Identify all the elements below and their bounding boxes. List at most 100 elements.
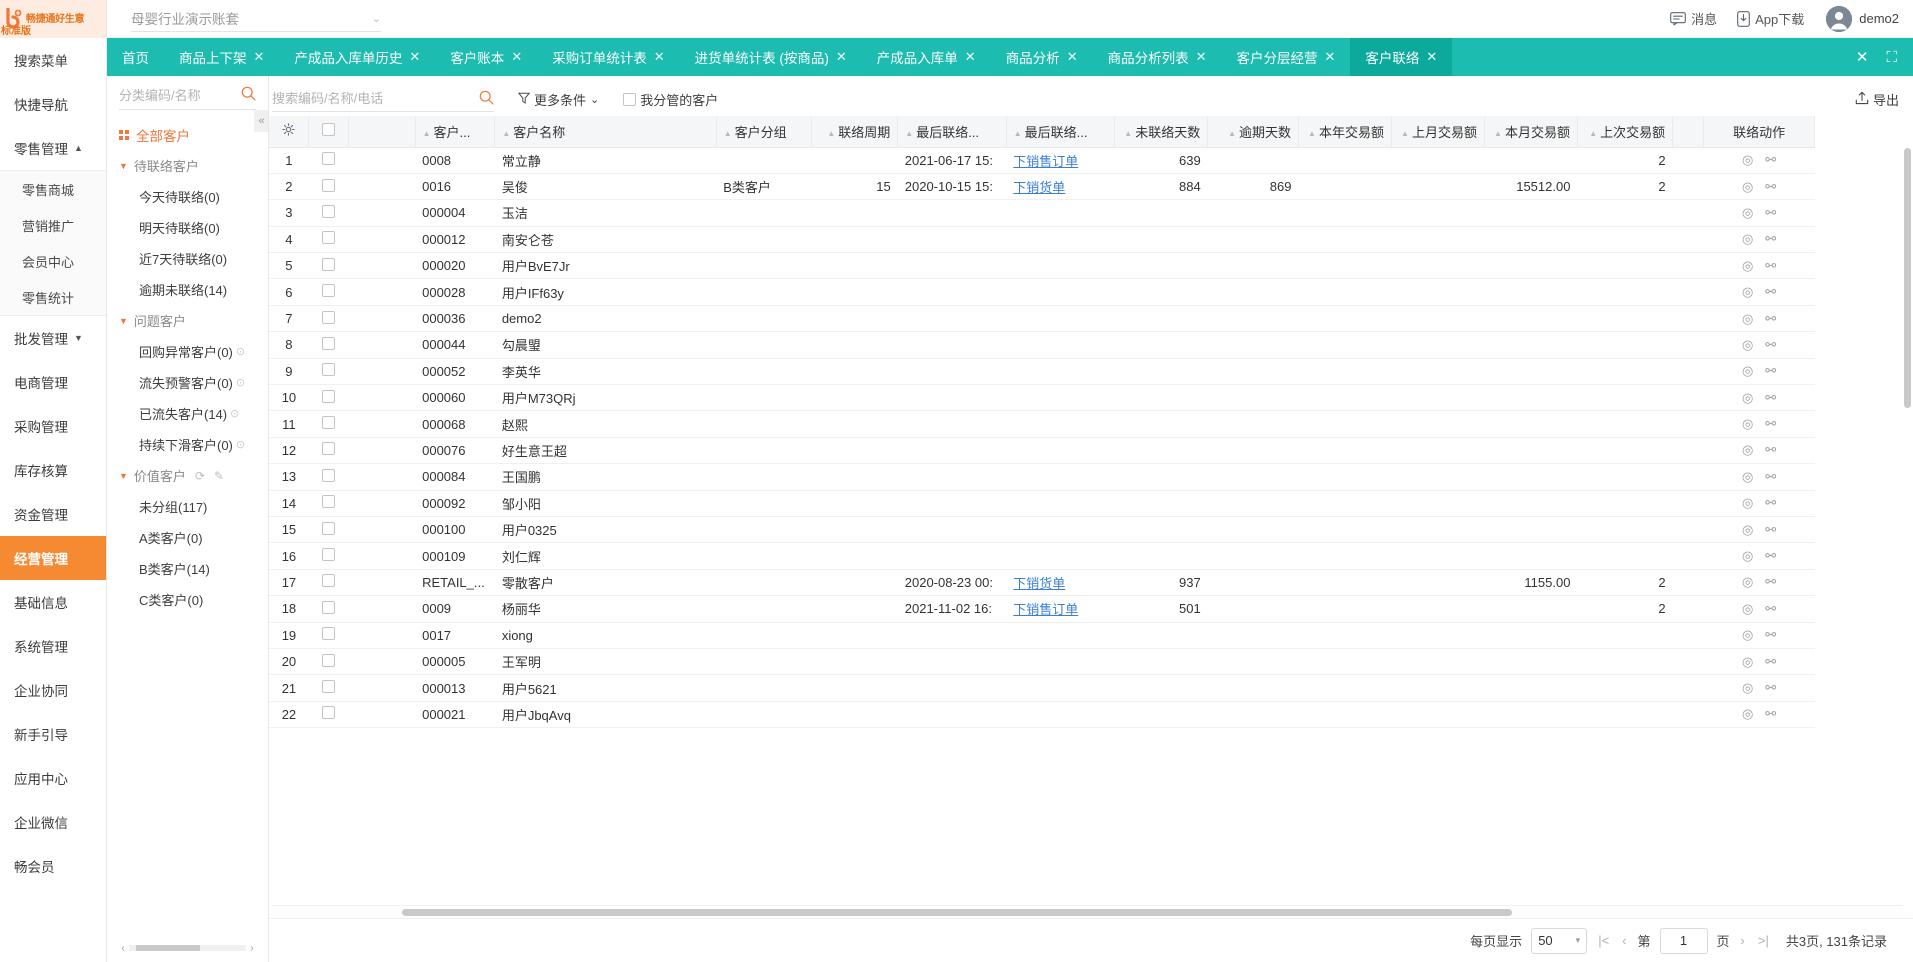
row-checkbox-cell[interactable] (308, 305, 349, 333)
sidebar-item-11[interactable]: 资金管理 (0, 492, 106, 536)
fullscreen-icon[interactable]: ⛶ (1886, 48, 1897, 66)
table-row[interactable]: 14 000092 邹小阳 ◎ ⚯ (269, 490, 1815, 517)
sidebar-item-14[interactable]: 系统管理 (0, 624, 106, 668)
column-header-tail[interactable] (1672, 116, 1705, 148)
checkbox-icon[interactable] (322, 363, 336, 377)
tab-close-icon[interactable]: ✕ (511, 49, 523, 64)
sidebar-item-9[interactable]: 采购管理 (0, 404, 106, 448)
sidebar-item-5[interactable]: 会员中心 (0, 243, 106, 279)
export-button[interactable]: 导出 (1855, 90, 1899, 109)
scroll-track[interactable] (129, 945, 246, 951)
share-nodes-icon[interactable]: ⚯ (1765, 363, 1777, 379)
eye-icon[interactable]: ◎ (1741, 468, 1754, 484)
table-row[interactable]: 7 000036 demo2 ◎ ⚯ (269, 305, 1815, 333)
cell-link[interactable]: 下销货单 (1013, 180, 1066, 196)
column-header-actions[interactable]: 联络动作 (1703, 116, 1815, 148)
share-nodes-icon[interactable]: ⚯ (1765, 548, 1777, 564)
tab-close-icon[interactable]: ✕ (253, 49, 265, 64)
tree-group-1[interactable]: ▼ 问题客户 (107, 305, 268, 336)
help-icon[interactable]: ⊙ (230, 408, 240, 420)
eye-icon[interactable]: ◎ (1741, 653, 1754, 669)
help-icon[interactable]: ⊙ (235, 377, 246, 389)
row-checkbox-cell[interactable] (308, 595, 349, 623)
edit-icon[interactable]: ✎ (214, 468, 225, 483)
checkbox-icon[interactable] (322, 680, 336, 693)
tab-4[interactable]: 采购订单统计表 ✕ (537, 38, 679, 76)
row-checkbox-cell[interactable] (308, 278, 349, 306)
row-checkbox-cell[interactable] (308, 542, 349, 570)
checkbox-icon[interactable] (322, 416, 336, 430)
share-nodes-icon[interactable]: ⚯ (1765, 257, 1777, 273)
row-checkbox-cell[interactable] (308, 674, 349, 702)
sidebar-item-18[interactable]: 企业微信 (0, 800, 106, 844)
row-checkbox-cell[interactable] (308, 516, 349, 544)
tree-horizontal-scrollbar[interactable]: ‹ › (117, 942, 258, 954)
table-row[interactable]: 9 000052 李英华 ◎ ⚯ (269, 358, 1815, 386)
sidebar-item-8[interactable]: 电商管理 (0, 360, 106, 404)
tab-close-icon[interactable]: ✕ (1195, 49, 1207, 64)
tab-7[interactable]: 商品分析 ✕ (991, 38, 1093, 76)
sidebar-item-17[interactable]: 应用中心 (0, 756, 106, 800)
checkbox-icon[interactable] (322, 389, 336, 403)
share-nodes-icon[interactable]: ⚯ (1765, 336, 1777, 352)
grid-vertical-scrollbar[interactable] (1904, 148, 1911, 408)
column-header-cycle[interactable]: ▲ 联络周期 (811, 116, 899, 148)
tab-2[interactable]: 产成品入库单历史 ✕ (279, 38, 435, 76)
tree-item-all-customers[interactable]: 全部客户 (107, 120, 268, 150)
sidebar-item-19[interactable]: 畅会员 (0, 844, 106, 888)
tab-6[interactable]: 产成品入库单 ✕ (862, 38, 991, 76)
account-set-select[interactable]: 母婴行业演示账套 ⌄ (131, 6, 381, 32)
row-checkbox-cell[interactable] (308, 331, 349, 359)
cell-link[interactable]: 下销售订单 (1013, 153, 1079, 169)
scroll-right-icon[interactable]: › (250, 942, 254, 954)
checkbox-icon[interactable] (322, 336, 336, 350)
cell-link[interactable]: 下销货单 (1013, 575, 1066, 591)
tree-leaf-0-0[interactable]: 今天待联络(0) (107, 181, 268, 212)
tab-close-icon[interactable]: ✕ (1426, 49, 1438, 64)
table-row[interactable]: 3 000004 玉洁 ◎ ⚯ (269, 199, 1815, 227)
sidebar-item-0[interactable]: 搜索菜单 (0, 38, 106, 82)
checkbox-icon[interactable] (322, 310, 336, 324)
row-checkbox-cell[interactable] (308, 199, 349, 227)
close-icon[interactable]: ✕ (1855, 49, 1869, 66)
row-checkbox-cell[interactable] (308, 569, 349, 597)
column-header-lastcontact[interactable]: ▲ 最后联络... (897, 116, 1007, 148)
grid-scroll-viewport[interactable]: ▲ 客户... ▲ 客户名称 ▲ 客户分组 ▲ 联络周期 ▲ 最后联络... ▲ 最后联络... ▲ 未联… (269, 116, 1913, 905)
search-input[interactable] (272, 91, 479, 106)
tree-leaf-2-2[interactable]: B类客户(14) (107, 553, 268, 584)
checkbox-icon[interactable] (322, 548, 336, 562)
share-nodes-icon[interactable]: ⚯ (1765, 680, 1777, 695)
table-row[interactable]: 10 000060 用户M73QRj ◎ ⚯ (269, 384, 1815, 412)
column-header-thismonth[interactable]: ▲ 本月交易额 (1484, 116, 1578, 148)
tree-leaf-0-3[interactable]: 逾期未联络(14) (107, 274, 268, 305)
tree-search-box[interactable] (119, 86, 256, 110)
customer-search-box[interactable] (272, 86, 494, 112)
eye-icon[interactable]: ◎ (1741, 706, 1754, 722)
table-row[interactable]: 4 000012 南安仑苍 ◎ ⚯ (269, 226, 1815, 254)
share-nodes-icon[interactable]: ⚯ (1765, 310, 1777, 326)
gear-icon[interactable] (282, 123, 295, 139)
tab-close-icon[interactable]: ✕ (1324, 49, 1336, 64)
eye-icon[interactable]: ◎ (1741, 257, 1754, 273)
column-settings-header[interactable] (269, 116, 310, 148)
table-row[interactable]: 16 000109 刘仁辉 ◎ ⚯ (269, 542, 1815, 570)
tree-leaf-2-0[interactable]: 未分组(117) (107, 491, 268, 522)
tab-0[interactable]: 首页 (107, 38, 164, 76)
share-nodes-icon[interactable]: ⚯ (1765, 204, 1777, 220)
share-nodes-icon[interactable]: ⚯ (1765, 442, 1777, 458)
checkbox-icon[interactable] (322, 574, 336, 588)
eye-icon[interactable]: ◎ (1741, 178, 1754, 194)
table-row[interactable]: 12 000076 好生意王超 ◎ ⚯ (269, 437, 1815, 465)
scroll-thumb[interactable] (402, 909, 1512, 916)
user-menu[interactable]: demo2 (1826, 5, 1899, 32)
row-checkbox-cell[interactable] (308, 463, 349, 491)
column-header-yeartrade[interactable]: ▲ 本年交易额 (1298, 116, 1392, 148)
tree-leaf-1-1[interactable]: 流失预警客户(0) ⊙ (107, 367, 268, 398)
table-row[interactable]: 2 0016 吴俊 B类客户 15 2020-10-15 15: 下销货单 884 869 155… (269, 173, 1815, 201)
eye-icon[interactable]: ◎ (1741, 204, 1754, 220)
share-nodes-icon[interactable]: ⚯ (1765, 495, 1777, 511)
sidebar-item-10[interactable]: 库存核算 (0, 448, 106, 492)
column-header-overdue[interactable]: ▲ 逾期天数 (1207, 116, 1299, 148)
table-row[interactable]: 5 000020 用户BvE7Jr ◎ ⚯ (269, 252, 1815, 280)
table-row[interactable]: 15 000100 用户0325 ◎ ⚯ (269, 516, 1815, 544)
